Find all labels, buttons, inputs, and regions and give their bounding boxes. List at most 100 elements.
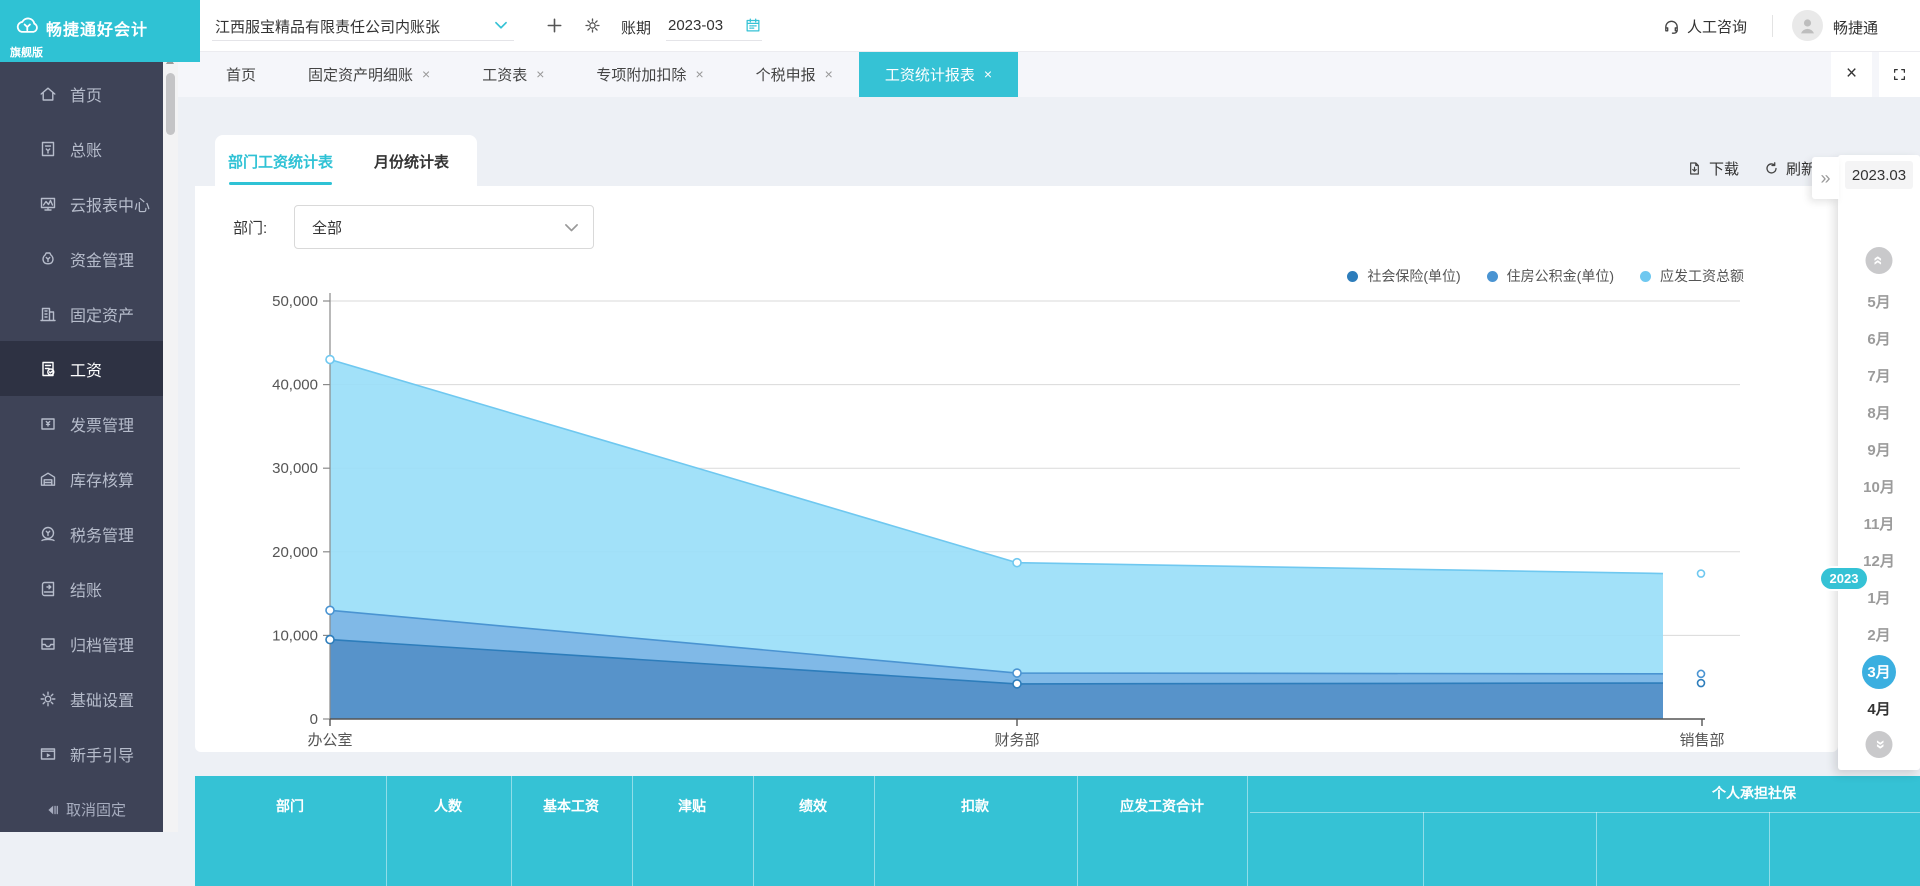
window-tab[interactable]: 首页 [200,51,282,97]
sidebar-item-invoice[interactable]: 发票管理 [0,396,163,451]
svg-text:0: 0 [310,711,318,728]
app-edition: 旗舰版 [10,47,43,59]
help-button[interactable]: 人工咨询 [1662,15,1747,37]
month-item[interactable]: 8月 [1867,405,1891,422]
unpin-sidebar-button[interactable]: 取消固定 [44,799,126,820]
unpin-label: 取消固定 [66,802,127,819]
closing-icon [38,579,58,599]
period-label: 账期 [621,20,652,37]
sidebar-item-salary[interactable]: 工资 [0,341,163,396]
month-item[interactable]: 6月 [1867,331,1891,348]
table-column-header: 部门 [276,798,304,814]
add-account-button[interactable] [545,16,564,35]
report-tab-label: 月份统计表 [373,153,449,171]
window-tab[interactable]: 工资统计报表 × [858,51,1019,97]
sidebar-item-home[interactable]: 首页 [0,66,163,121]
legend-dot [1347,270,1359,282]
sidebar-item-ledger[interactable]: 总账 [0,121,163,176]
close-tab-icon[interactable]: × [824,66,833,82]
sidebar-item-assets[interactable]: 固定资产 [0,286,163,341]
refresh-label: 刷新 [1785,161,1816,178]
sidebar-item-label: 库存核算 [70,472,135,490]
report-tab[interactable]: 月份统计表 [346,135,477,187]
svg-text:40,000: 40,000 [272,377,318,394]
legend-item[interactable]: 社会保险(单位) [1347,266,1461,286]
user-name[interactable]: 畅捷通 [1833,20,1879,37]
sidebar-item-funds[interactable]: 资金管理 [0,231,163,286]
subcolumn-separator [1769,812,1770,886]
collapse-panel-button[interactable]: » [1812,157,1839,199]
month-item[interactable]: 10月 [1863,479,1895,496]
legend-label: 社会保险(单位) [1367,268,1461,284]
app-logo: 畅捷通好会计 旗舰版 [0,0,200,62]
month-item[interactable]: 4月 [1867,701,1891,718]
sidebar-item-tax[interactable]: 税务管理 [0,506,163,561]
assets-icon [38,304,58,324]
gear-icon[interactable] [583,16,602,35]
avatar[interactable] [1792,10,1823,41]
sidebar-item-guide[interactable]: 新手引导 [0,726,163,781]
month-panel: 2023.03 « 5月 6月 7月 8月 9月 10月 11月 12月 1月 2月 3月 4月 « … [1821,155,1920,770]
window-tab[interactable]: 固定资产明细账 × [282,51,456,97]
sidebar-nav: 首页总账 云报表中心 资金管理固定资产工资 发票管理库存核算税务管理结账归档管理基础设… [0,66,163,781]
department-select[interactable]: 全部 [294,205,594,249]
sidebar-item-archive[interactable]: 归档管理 [0,616,163,671]
company-selector[interactable]: 江西服宝精品有限责任公司内账张 [212,10,514,41]
report-icon [38,194,58,214]
window-tab-bar: 首页 固定资产明细账 × 工资表 × 专项附加扣除 × 个税申报 × 工资统计报表 × × [178,51,1920,97]
sidebar-item-report[interactable]: 云报表中心 [0,176,163,231]
sidebar-item-label: 归档管理 [70,637,135,655]
company-name: 江西服宝精品有限责任公司内账张 [215,19,441,36]
toolbar: 下载 刷新 [1686,158,1816,179]
refresh-button[interactable]: 刷新 [1763,158,1816,179]
legend-label: 住房公积金(单位) [1506,268,1614,284]
table-column-header: 应发工资合计 [1120,798,1204,814]
window-tabs: 首页 固定资产明细账 × 工资表 × 专项附加扣除 × 个税申报 × 工资统计报表 × [178,51,1019,97]
funds-icon [38,249,58,269]
sidebar-item-label: 首页 [70,87,103,105]
download-label: 下载 [1708,161,1739,178]
sidebar-item-label: 固定资产 [70,307,135,325]
window-tab[interactable]: 专项附加扣除 × [570,51,729,97]
month-item[interactable]: 5月 [1867,294,1891,311]
tab-label: 专项附加扣除 [596,66,687,84]
sidebar-item-label: 结账 [70,582,103,600]
sidebar-item-closing[interactable]: 结账 [0,561,163,616]
download-button[interactable]: 下载 [1686,158,1739,179]
close-tab-icon[interactable]: × [695,66,704,82]
sidebar-item-label: 基础设置 [70,692,135,710]
salary-table-header: 个人承担社保 部门 人数 基本工资 津贴 绩效 扣款 应发工资合计 [195,776,1920,886]
month-item[interactable]: 12月 [1863,553,1895,570]
sidebar-scrollbar [163,51,178,832]
month-item[interactable]: 9月 [1867,442,1891,459]
scrollbar-thumb[interactable] [166,73,175,135]
period-field[interactable]: 2023-03 [666,10,762,41]
month-item[interactable]: 1月 [1867,590,1891,607]
month-item-selected[interactable]: 3月 [1838,653,1920,690]
year-badge: 2023 [1821,568,1867,589]
month-item[interactable]: 7月 [1867,368,1891,385]
window-tab[interactable]: 工资表 × [456,51,570,97]
column-separator [1247,776,1248,886]
scroll-months-up-button[interactable]: « [1865,247,1893,274]
sidebar-item-inventory[interactable]: 库存核算 [0,451,163,506]
close-tab-icon[interactable]: × [422,66,431,82]
sidebar-item-settings[interactable]: 基础设置 [0,671,163,726]
month-item[interactable]: 2月 [1867,627,1891,644]
divider [1772,15,1773,37]
ledger-icon [38,139,58,159]
inventory-icon [38,469,58,489]
legend-item[interactable]: 应发工资总额 [1640,266,1744,286]
close-all-tabs-button[interactable]: × [1831,51,1872,97]
scroll-months-down-button[interactable]: « [1865,731,1893,758]
report-tab[interactable]: 部门工资统计表 [215,135,346,187]
current-period-label: 2023.03 [1845,161,1913,189]
window-tab[interactable]: 个税申报 × [730,51,859,97]
month-item[interactable]: 11月 [1863,516,1895,533]
fullscreen-button[interactable] [1879,51,1920,97]
legend-item[interactable]: 住房公积金(单位) [1486,266,1614,286]
home-icon [38,84,58,104]
close-tab-icon[interactable]: × [983,66,993,82]
close-tab-icon[interactable]: × [536,66,545,82]
cloud-logo-icon [13,13,41,41]
